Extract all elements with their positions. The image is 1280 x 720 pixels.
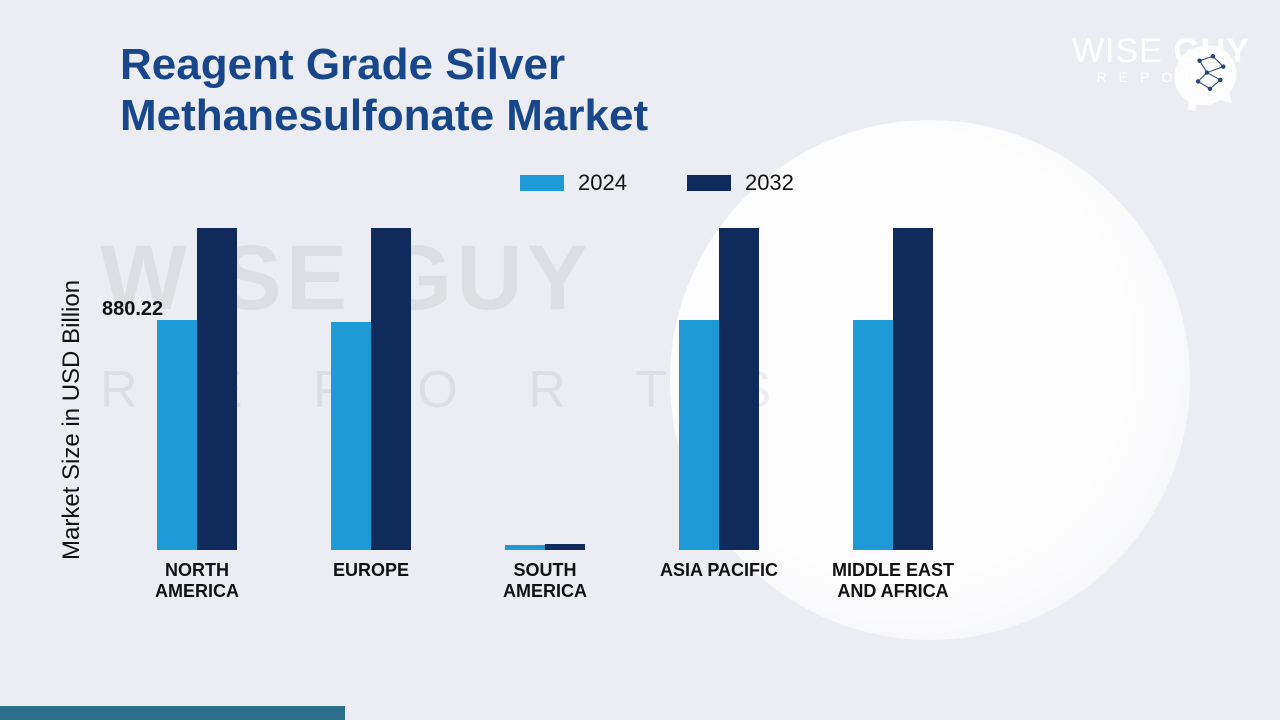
- x-tick-label: ASIA PACIFIC: [649, 552, 789, 601]
- bar-2032: [545, 544, 585, 550]
- bar-chart: [110, 210, 980, 550]
- legend-item-2024: 2024: [520, 170, 627, 196]
- y-axis-label: Market Size in USD Billion: [58, 280, 86, 560]
- bar-2032: [893, 228, 933, 550]
- bar-2032: [719, 228, 759, 550]
- bar-2032: [371, 228, 411, 550]
- x-tick-label: SOUTH AMERICA: [475, 552, 615, 601]
- bar-group: [853, 228, 933, 550]
- legend-item-2032: 2032: [687, 170, 794, 196]
- legend-swatch-2032: [687, 175, 731, 191]
- bar-2024: [331, 322, 371, 550]
- bar-group: [331, 228, 411, 550]
- brain-head-icon: [1170, 40, 1244, 114]
- bar-2024: [679, 320, 719, 550]
- legend-label-2032: 2032: [745, 170, 794, 196]
- bar-2024: [853, 320, 893, 550]
- brand-logo: WISE GUY REPORTS: [1072, 32, 1250, 85]
- bar-2024: [157, 320, 197, 550]
- bar-2024: [505, 545, 545, 550]
- footer-accent-bar: [0, 706, 345, 720]
- legend-label-2024: 2024: [578, 170, 627, 196]
- bar-group: [505, 544, 585, 550]
- x-axis: NORTH AMERICA EUROPE SOUTH AMERICA ASIA PAC…: [110, 552, 980, 601]
- x-tick-label: MIDDLE EAST AND AFRICA: [823, 552, 963, 601]
- legend-swatch-2024: [520, 175, 564, 191]
- chart-card: WISE GUY R E P O R T S Reagent Grade Sil…: [0, 0, 1280, 720]
- bar-group: [157, 228, 237, 550]
- chart-legend: 2024 2032: [520, 170, 794, 196]
- x-tick-label: EUROPE: [301, 552, 441, 601]
- x-tick-label: NORTH AMERICA: [127, 552, 267, 601]
- bar-group: [679, 228, 759, 550]
- bar-2032: [197, 228, 237, 550]
- chart-title: Reagent Grade SilverMethanesulfonate Mar…: [120, 40, 648, 141]
- brand-word-1: WISE: [1072, 32, 1163, 70]
